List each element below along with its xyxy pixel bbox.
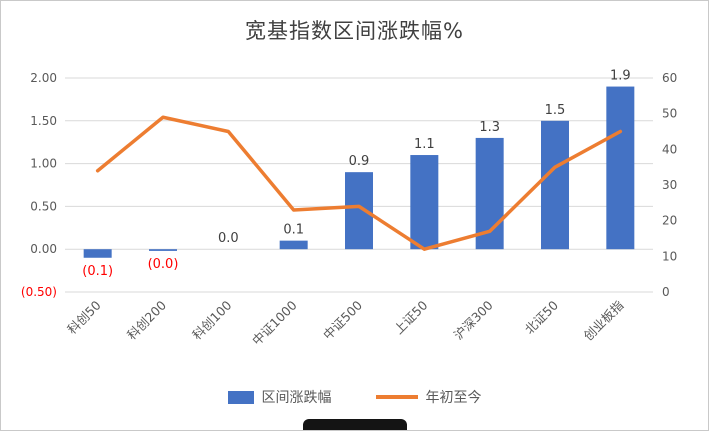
right-axis-tick-label: 50 (662, 107, 677, 121)
bar (410, 155, 439, 250)
legend-item-bar-series: 区间涨跌幅 (227, 387, 332, 407)
bar (541, 120, 569, 250)
bar-series-swatch (227, 390, 254, 404)
category-axis-label: 沪深300 (451, 297, 496, 342)
chart-title: 宽基指数区间涨跌幅% (245, 19, 464, 43)
category-axis-label: 上证50 (391, 297, 431, 337)
bar (606, 86, 635, 250)
bar-data-label: 1.1 (414, 137, 435, 152)
bar-data-label: 1.5 (545, 103, 566, 118)
bar-data-label: 1.3 (479, 120, 500, 135)
right-axis-tick-label: 0 (662, 285, 670, 299)
bar-data-label: 0.9 (349, 154, 370, 169)
right-axis-tick-label: 30 (662, 178, 677, 192)
right-axis-tick-label: 60 (662, 71, 677, 85)
legend-label-line-series: 年初至今 (425, 390, 482, 406)
left-axis-tick-label: 1.50 (30, 114, 57, 128)
bar-data-label: 1.9 (610, 69, 631, 84)
category-axis-label: 科创100 (189, 297, 234, 342)
legend-item-line-series: 年初至今 (375, 387, 482, 407)
left-axis-tick-label: (0.50) (21, 285, 57, 299)
category-axis-label: 科创200 (124, 297, 169, 342)
bar (345, 172, 373, 250)
left-axis-tick-label: 0.50 (30, 199, 57, 213)
bar-data-label: (0.1) (82, 264, 113, 279)
bar (279, 240, 308, 250)
bar-data-label: (0.0) (148, 257, 179, 272)
line-series-swatch (375, 395, 418, 399)
left-axis-tick-label: 2.00 (30, 71, 57, 85)
right-axis-tick-label: 20 (662, 214, 677, 228)
category-axis-label: 科创50 (64, 297, 104, 337)
chart-legend: 区间涨跌幅 年初至今 (1, 387, 708, 407)
right-axis-tick-label: 10 (662, 249, 677, 263)
left-axis-tick-label: 1.00 (30, 157, 57, 171)
chart-canvas: 2.00 1.50 1.00 0.50 0.00 (0.50) 60 50 40 30 20 10 0 (… (21, 69, 677, 349)
category-axis-label: 中证500 (320, 297, 365, 342)
category-axis-label: 中证1000 (249, 297, 300, 348)
bar-data-label: 0.1 (283, 223, 304, 238)
category-axis-label: 创业板指 (580, 298, 626, 344)
left-axis-tick-label: 0.00 (30, 242, 57, 256)
category-axis-label: 北证50 (522, 297, 562, 337)
bar (149, 249, 177, 251)
bottom-dark-bar (302, 419, 407, 430)
bar (83, 249, 112, 258)
line-series (95, 115, 623, 251)
right-axis-tick-label: 40 (662, 142, 677, 156)
legend-label-bar-series: 区间涨跌幅 (261, 390, 332, 406)
bar-data-label: 0.0 (218, 231, 239, 246)
